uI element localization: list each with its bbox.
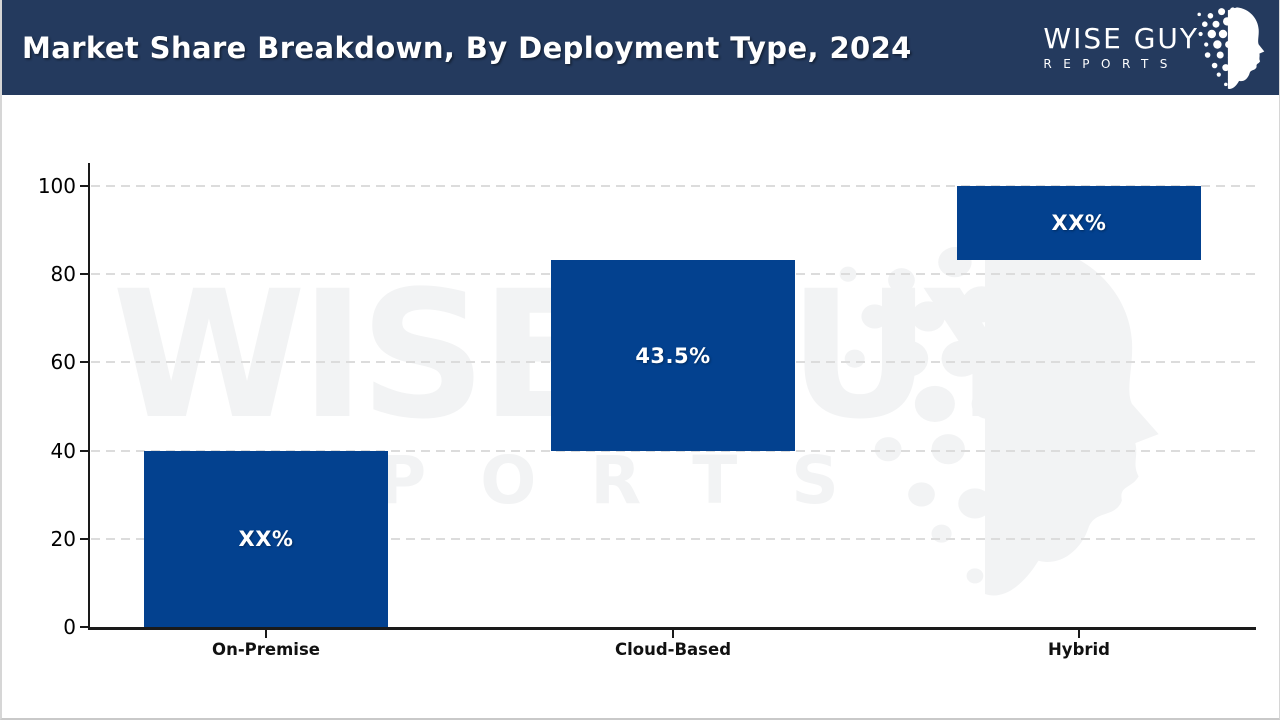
gridline-20	[91, 537, 1256, 540]
y-tick-mark	[80, 537, 88, 540]
y-tick-mark	[80, 449, 88, 452]
x-axis-line	[87, 627, 1256, 630]
y-tick-mark	[80, 273, 88, 276]
y-tick-label: 20	[50, 526, 76, 551]
bar-on-premise: XX%	[144, 451, 388, 627]
x-tick-mark	[265, 630, 267, 638]
x-category-label: Hybrid	[1048, 640, 1110, 659]
bar-value-label: XX%	[1051, 210, 1107, 235]
page-title: Market Share Breakdown, By Deployment Ty…	[22, 30, 912, 65]
bar-cloud-based: 43.5%	[551, 259, 795, 452]
logo-subtext: REPORTS	[1043, 57, 1179, 71]
y-tick-label: 60	[50, 350, 76, 375]
logo-wordmark: WISE GUY	[1043, 22, 1199, 55]
y-tick-label: 0	[63, 615, 76, 639]
y-tick-mark	[80, 361, 88, 364]
y-tick-label: 40	[50, 438, 76, 463]
gridline-100	[91, 185, 1256, 187]
bar-value-label: 43.5%	[635, 343, 711, 368]
y-tick-label: 80	[50, 262, 76, 287]
x-category-label: On-Premise	[212, 640, 320, 659]
y-axis-line	[87, 163, 90, 629]
y-tick-mark	[80, 185, 88, 187]
y-tick-label: 100	[37, 174, 76, 198]
bar-hybrid: XX%	[957, 186, 1201, 260]
wiseguy-logo: WISE GUY REPORTS	[1043, 6, 1265, 90]
x-tick-mark	[1078, 630, 1080, 638]
y-tick-mark	[80, 626, 88, 628]
x-category-label: Cloud-Based	[614, 640, 732, 659]
x-tick-mark	[672, 630, 674, 638]
watermark-head-icon	[839, 244, 1159, 596]
wiseguy-head-icon	[1197, 6, 1265, 89]
header-bar: Market Share Breakdown, By Deployment Ty…	[2, 0, 1279, 95]
bar-value-label: XX%	[238, 527, 294, 552]
